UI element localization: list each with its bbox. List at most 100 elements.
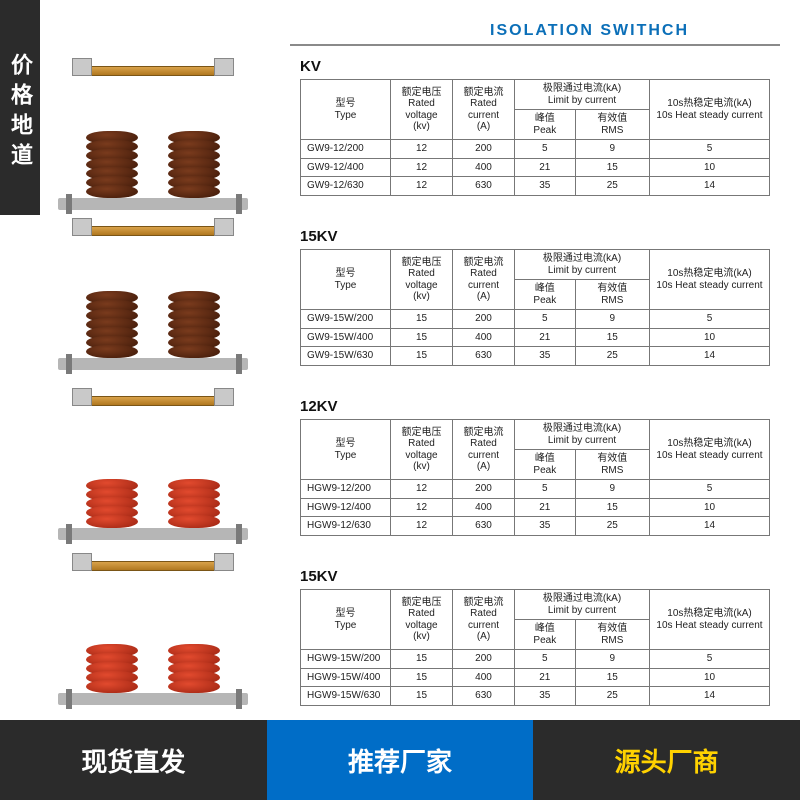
table-row: HGW9-12/40012400211510 — [301, 498, 770, 517]
insulator-shed — [86, 345, 138, 358]
product-illustration-3 — [58, 390, 248, 540]
mounting-bolt — [236, 194, 242, 214]
spec-heading: 12KV — [300, 398, 770, 415]
cell-current: 630 — [453, 687, 515, 706]
table-row: GW9-15W/63015630352514 — [301, 347, 770, 366]
mounting-bolt — [66, 194, 72, 214]
cell-heat: 5 — [650, 310, 770, 329]
cell-voltage: 15 — [391, 328, 453, 347]
cell-heat: 10 — [650, 498, 770, 517]
table-row: GW9-12/40012400211510 — [301, 158, 770, 177]
th-rms: 有效值RMS — [575, 280, 649, 310]
th-type: 型号Type — [301, 250, 391, 310]
bottom-banner: 现货直发 推荐厂家 源头厂商 — [0, 720, 800, 800]
th-type: 型号Type — [301, 80, 391, 140]
cell-type: GW9-15W/630 — [301, 347, 391, 366]
product-illustration-2 — [58, 220, 248, 370]
cell-peak: 5 — [515, 480, 576, 499]
cell-current: 400 — [453, 328, 515, 347]
product-illustration-1 — [58, 60, 248, 210]
blade-contact — [214, 218, 234, 236]
badge-price: 价格地道 — [0, 0, 40, 215]
badge-source: 源头厂商 — [533, 720, 800, 800]
blade-contact — [214, 388, 234, 406]
blade-contact — [214, 58, 234, 76]
cell-current: 200 — [453, 310, 515, 329]
cell-type: HGW9-12/400 — [301, 498, 391, 517]
th-rms: 有效值RMS — [575, 450, 649, 480]
insulator-shed — [168, 515, 220, 528]
spec-heading: 15KV — [300, 568, 770, 585]
table-row: GW9-12/20012200595 — [301, 140, 770, 159]
table-row: HGW9-12/20012200595 — [301, 480, 770, 499]
cell-voltage: 15 — [391, 310, 453, 329]
th-peak: 峰值Peak — [515, 620, 576, 650]
base-bar — [58, 528, 248, 540]
cell-type: HGW9-15W/400 — [301, 668, 391, 687]
cell-rms: 25 — [575, 517, 649, 536]
cell-rms: 9 — [575, 140, 649, 159]
insulator-stack — [168, 483, 220, 528]
th-current: 额定电流Rated current(A) — [453, 250, 515, 310]
insulator-stack — [168, 648, 220, 693]
insulator-stack — [86, 648, 138, 693]
cell-type: HGW9-12/630 — [301, 517, 391, 536]
cell-voltage: 15 — [391, 347, 453, 366]
cell-current: 630 — [453, 517, 515, 536]
insulator-shed — [86, 185, 138, 198]
blade-contact — [72, 553, 92, 571]
spec-block-4: 15KV 型号Type额定电压Rated voltage(kv)额定电流Rated… — [300, 568, 770, 706]
th-peak: 峰值Peak — [515, 280, 576, 310]
cell-heat: 14 — [650, 177, 770, 196]
cell-current: 630 — [453, 347, 515, 366]
mounting-bolt — [66, 524, 72, 544]
th-limit: 极限通过电流(kA)Limit by current — [515, 590, 650, 620]
cell-peak: 21 — [515, 498, 576, 517]
cell-voltage: 15 — [391, 668, 453, 687]
cell-heat: 10 — [650, 328, 770, 347]
table-row: HGW9-15W/63015630352514 — [301, 687, 770, 706]
cell-heat: 14 — [650, 517, 770, 536]
th-peak: 峰值Peak — [515, 450, 576, 480]
cell-rms: 15 — [575, 498, 649, 517]
th-voltage: 额定电压Rated voltage(kv) — [391, 80, 453, 140]
cell-heat: 5 — [650, 480, 770, 499]
table-row: HGW9-12/63012630352514 — [301, 517, 770, 536]
mounting-bolt — [66, 354, 72, 374]
cell-peak: 35 — [515, 177, 576, 196]
th-limit: 极限通过电流(kA)Limit by current — [515, 420, 650, 450]
mounting-bolt — [236, 689, 242, 709]
switch-blade — [78, 561, 228, 571]
cell-current: 400 — [453, 498, 515, 517]
badge-stock: 现货直发 — [0, 720, 267, 800]
cell-rms: 9 — [575, 310, 649, 329]
cell-peak: 21 — [515, 328, 576, 347]
blade-contact — [72, 58, 92, 76]
title-rule — [290, 44, 780, 46]
insulator-stack — [86, 135, 138, 198]
cell-peak: 21 — [515, 158, 576, 177]
cell-current: 200 — [453, 140, 515, 159]
insulator-stack — [168, 295, 220, 358]
switch-blade — [78, 226, 228, 236]
cell-rms: 15 — [575, 668, 649, 687]
spec-block-1: KV型号Type额定电压Rated voltage(kv)额定电流Rated c… — [300, 58, 770, 196]
spec-table: 型号Type额定电压Rated voltage(kv)额定电流Rated cur… — [300, 589, 770, 706]
cell-heat: 5 — [650, 140, 770, 159]
cell-type: HGW9-15W/200 — [301, 650, 391, 669]
th-heat: 10s热稳定电流(kA)10s Heat steady current — [650, 590, 770, 650]
insulator-shed — [168, 345, 220, 358]
cell-type: GW9-12/630 — [301, 177, 391, 196]
table-row: GW9-15W/40015400211510 — [301, 328, 770, 347]
cell-type: HGW9-12/200 — [301, 480, 391, 499]
th-rms: 有效值RMS — [575, 620, 649, 650]
cell-current: 630 — [453, 177, 515, 196]
cell-heat: 14 — [650, 687, 770, 706]
cell-heat: 10 — [650, 668, 770, 687]
cell-peak: 35 — [515, 347, 576, 366]
spec-table: 型号Type额定电压Rated voltage(kv)额定电流Rated cur… — [300, 419, 770, 536]
cell-rms: 9 — [575, 650, 649, 669]
insulator-stack — [168, 135, 220, 198]
cell-rms: 9 — [575, 480, 649, 499]
cell-voltage: 12 — [391, 517, 453, 536]
